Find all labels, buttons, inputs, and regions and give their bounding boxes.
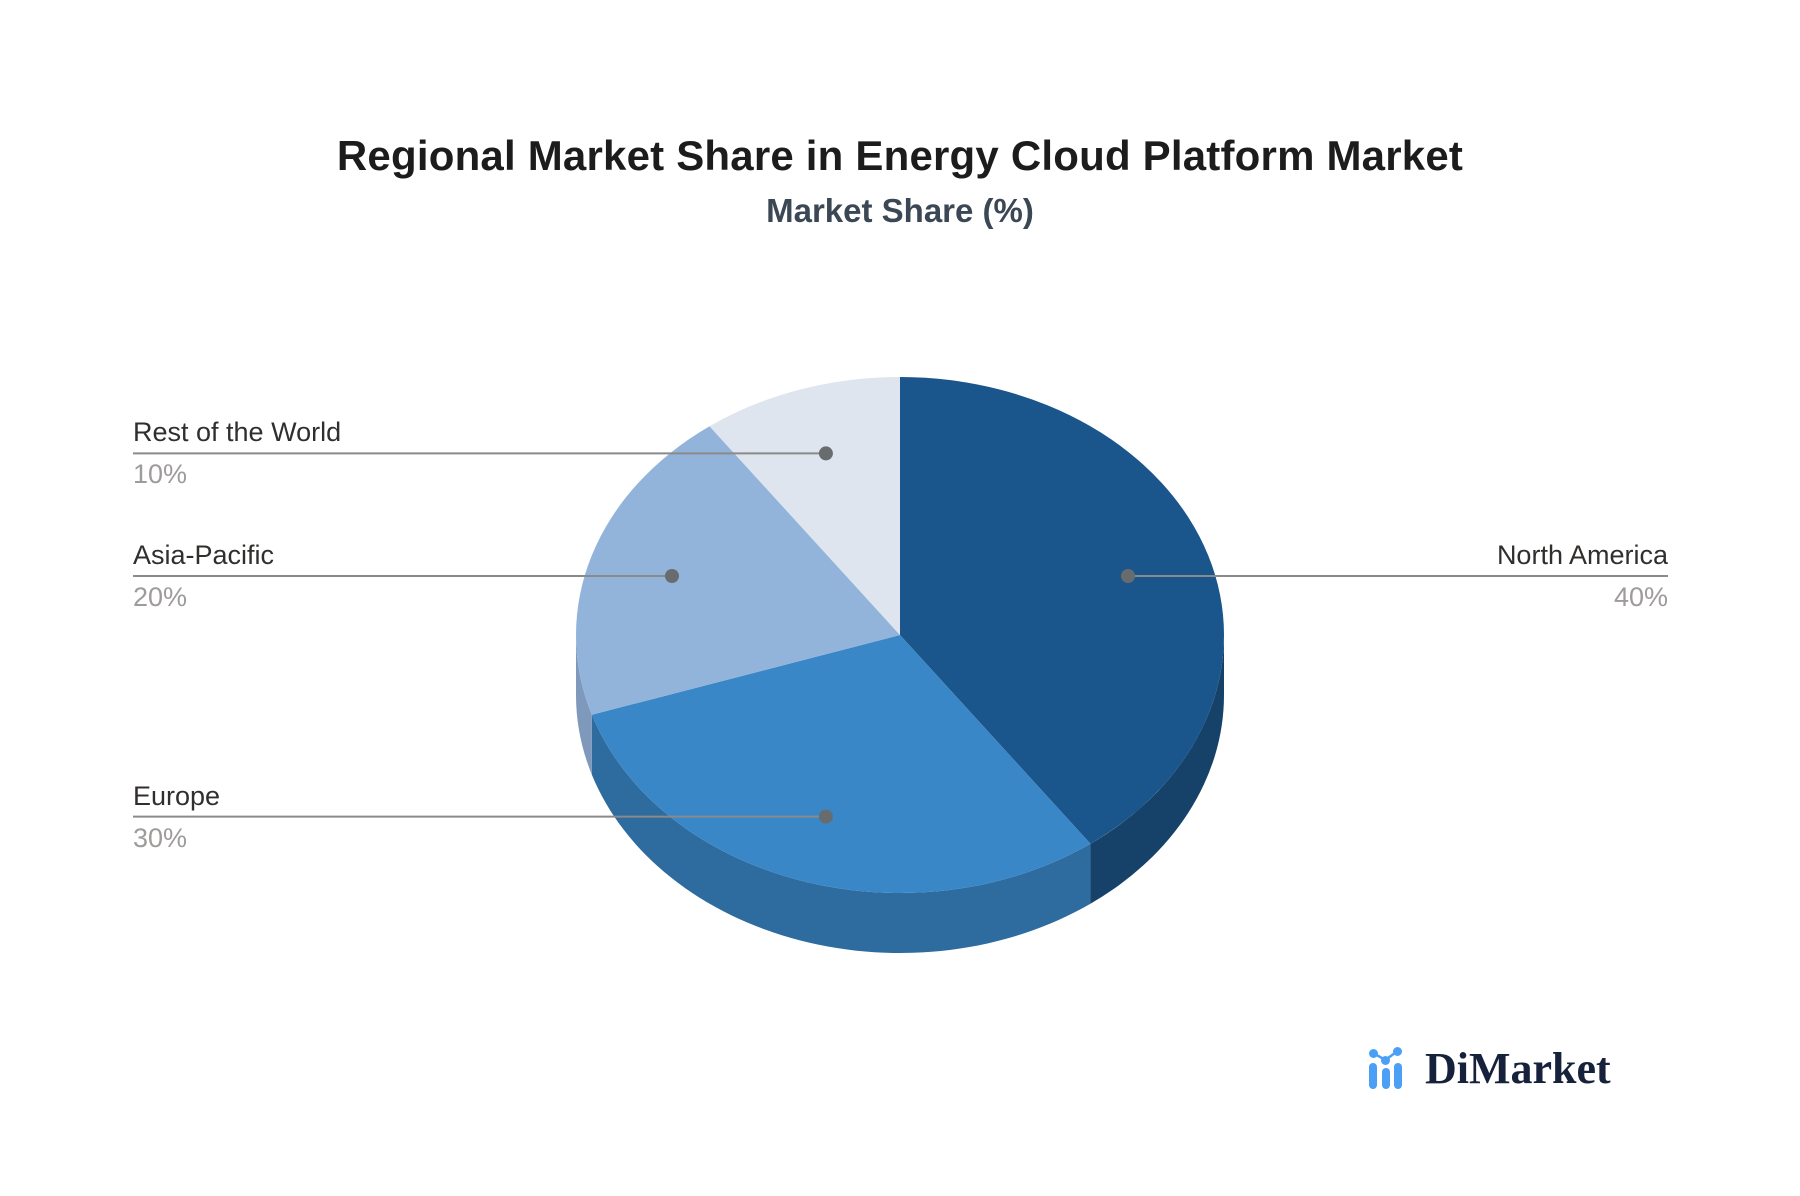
- leader-dot-rest-of-the-world: [818, 446, 833, 461]
- slice-percent: 20%: [133, 582, 188, 612]
- pie-slice-side-asia-pacific: [576, 635, 592, 775]
- bar-chart-logo-icon: [1368, 1046, 1405, 1089]
- slice-percent: 10%: [133, 459, 188, 490]
- leader-dot-asia-pacific: [664, 569, 679, 584]
- pie-slice-side-europe: [591, 714, 1091, 954]
- logo-bar-2: [1381, 1068, 1390, 1089]
- logo-dot-1: [1368, 1048, 1378, 1058]
- slice-label: North America: [1496, 540, 1668, 570]
- logo-bar-1: [1369, 1063, 1377, 1089]
- pie-slice-north-america[interactable]: [900, 377, 1224, 844]
- pie-slice-rest-of-the-world[interactable]: [709, 377, 900, 635]
- leader-dot-europe: [818, 809, 833, 824]
- chart-title: Regional Market Share in Energy Cloud Pl…: [336, 132, 1464, 179]
- callout-north-america: North America 40%: [1497, 539, 1668, 613]
- slice-percent: 40%: [1613, 582, 1668, 612]
- callout-rest-of-world: Rest of the World 10%: [133, 416, 341, 490]
- chart-subtitle: Market Share (%): [766, 192, 1034, 229]
- pie-slice-europe[interactable]: [591, 635, 1091, 893]
- pie-slice-asia-pacific[interactable]: [575, 426, 900, 715]
- logo-dot-3: [1393, 1046, 1402, 1056]
- leader-dot-north-america: [1121, 569, 1136, 584]
- logo-bar-3: [1394, 1063, 1402, 1089]
- pie-slice-side-north-america: [1090, 635, 1224, 904]
- slice-label: Rest of the World: [133, 417, 342, 448]
- brand-name: DiMarket: [1425, 1044, 1611, 1093]
- slice-percent: 30%: [133, 822, 188, 853]
- dimarket-logo: DiMarket: [1368, 1044, 1611, 1093]
- slice-label: Asia-Pacific: [133, 540, 275, 570]
- logo-dot-2: [1381, 1055, 1390, 1065]
- callout-europe: Europe 30%: [133, 780, 220, 854]
- slice-label: Europe: [133, 780, 221, 811]
- callout-asia-pacific: Asia-Pacific 20%: [133, 539, 274, 613]
